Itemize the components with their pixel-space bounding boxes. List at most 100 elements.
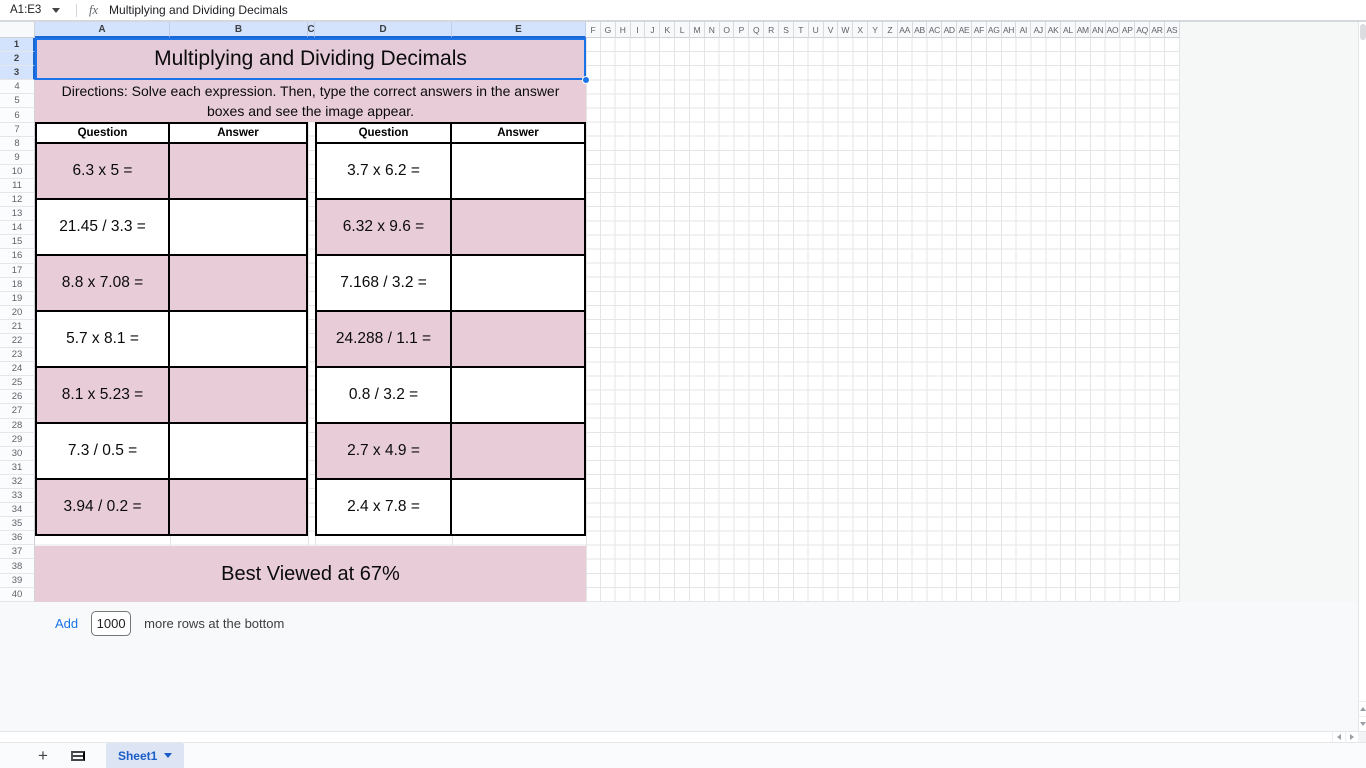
row-header-8[interactable]: 8 [0, 136, 35, 151]
row-header-30[interactable]: 30 [0, 446, 35, 461]
row-header-1[interactable]: 1 [0, 38, 35, 53]
column-header-AJ[interactable]: AJ [1031, 22, 1047, 38]
row-header-11[interactable]: 11 [0, 178, 35, 194]
rows-count-input[interactable] [91, 611, 132, 636]
question-cell[interactable]: 8.8 x 7.08 = [37, 256, 170, 310]
add-rows-button[interactable]: Add [55, 616, 79, 631]
answer-cell[interactable] [170, 256, 306, 310]
column-header-B[interactable]: B [170, 22, 308, 38]
answer-column-header-cell[interactable]: Answer [452, 124, 584, 142]
column-header-AE[interactable]: AE [957, 22, 972, 38]
column-header-E[interactable]: E [452, 22, 586, 38]
add-sheet-button[interactable]: + [38, 746, 48, 765]
row-header-34[interactable]: 34 [0, 503, 35, 518]
row-header-20[interactable]: 20 [0, 305, 35, 320]
column-header-AI[interactable]: AI [1016, 22, 1032, 38]
column-header-P[interactable]: P [734, 22, 750, 38]
question-cell[interactable]: 3.94 / 0.2 = [37, 480, 170, 534]
all-sheets-menu-icon[interactable] [70, 750, 85, 761]
column-header-D[interactable]: D [315, 22, 452, 38]
answer-cell[interactable] [452, 256, 584, 310]
row-header-38[interactable]: 38 [0, 559, 35, 574]
answer-cell[interactable] [452, 480, 584, 534]
answer-cell[interactable] [170, 480, 306, 534]
column-header-H[interactable]: H [615, 22, 631, 38]
column-header-X[interactable]: X [853, 22, 869, 38]
row-header-7[interactable]: 7 [0, 122, 35, 137]
row-header-10[interactable]: 10 [0, 164, 35, 179]
answer-cell[interactable] [452, 312, 584, 366]
answer-cell[interactable] [170, 424, 306, 478]
question-cell[interactable]: 0.8 / 3.2 = [317, 368, 452, 422]
row-header-37[interactable]: 37 [0, 545, 35, 560]
column-header-AB[interactable]: AB [912, 22, 928, 38]
question-cell[interactable]: 6.32 x 9.6 = [317, 200, 452, 254]
question-cell[interactable]: 21.45 / 3.3 = [37, 200, 170, 254]
column-header-Q[interactable]: Q [749, 22, 765, 38]
vertical-scrollbar-thumb[interactable] [1360, 24, 1366, 40]
question-cell[interactable]: 2.7 x 4.9 = [317, 424, 452, 478]
vertical-scrollbar[interactable] [1358, 22, 1366, 731]
row-header-36[interactable]: 36 [0, 531, 35, 546]
column-header-F[interactable]: F [586, 22, 601, 38]
column-header-AO[interactable]: AO [1105, 22, 1121, 38]
answer-cell[interactable] [452, 424, 584, 478]
column-header-K[interactable]: K [660, 22, 676, 38]
row-header-9[interactable]: 9 [0, 150, 35, 165]
scroll-right-button[interactable] [1345, 732, 1358, 742]
row-header-24[interactable]: 24 [0, 362, 35, 377]
column-header-AM[interactable]: AM [1075, 22, 1091, 38]
column-header-AK[interactable]: AK [1046, 22, 1061, 38]
question-cell[interactable]: 2.4 x 7.8 = [317, 480, 452, 534]
column-header-S[interactable]: S [778, 22, 794, 38]
column-header-N[interactable]: N [704, 22, 720, 38]
row-header-3[interactable]: 3 [0, 66, 35, 81]
column-header-T[interactable]: T [793, 22, 809, 38]
question-cell[interactable]: 7.3 / 0.5 = [37, 424, 170, 478]
column-header-V[interactable]: V [823, 22, 839, 38]
column-header-G[interactable]: G [600, 22, 616, 38]
answer-cell[interactable] [170, 312, 306, 366]
row-header-18[interactable]: 18 [0, 277, 35, 292]
column-header-M[interactable]: M [689, 22, 705, 38]
row-header-13[interactable]: 13 [0, 207, 35, 222]
formula-input[interactable]: Multiplying and Dividing Decimals [109, 3, 288, 17]
row-header-39[interactable]: 39 [0, 573, 35, 588]
row-header-4[interactable]: 4 [0, 80, 35, 95]
row-header-12[interactable]: 12 [0, 193, 35, 208]
row-header-15[interactable]: 15 [0, 235, 35, 250]
column-header-AH[interactable]: AH [1001, 22, 1017, 38]
grid-area[interactable]: Multiplying and Dividing Decimals Direct… [35, 38, 1180, 602]
sheet-tab-dropdown-icon[interactable] [164, 753, 173, 758]
scroll-down-button[interactable] [1359, 716, 1366, 731]
worksheet-title-cell[interactable]: Multiplying and Dividing Decimals [35, 38, 586, 80]
row-header-40[interactable]: 40 [0, 587, 35, 602]
column-header-AN[interactable]: AN [1090, 22, 1106, 38]
question-column-header-cell[interactable]: Question [37, 124, 170, 142]
sheet-tab-active[interactable]: Sheet1 [105, 743, 185, 768]
answer-cell[interactable] [170, 144, 306, 198]
column-header-A[interactable]: A [35, 22, 170, 38]
question-cell[interactable]: 5.7 x 8.1 = [37, 312, 170, 366]
column-header-L[interactable]: L [675, 22, 690, 38]
column-header-Y[interactable]: Y [868, 22, 883, 38]
column-header-AG[interactable]: AG [986, 22, 1002, 38]
best-viewed-banner-cell[interactable]: Best Viewed at 67% [35, 546, 586, 602]
row-header-25[interactable]: 25 [0, 376, 35, 391]
answer-cell[interactable] [170, 200, 306, 254]
row-header-16[interactable]: 16 [0, 249, 35, 264]
select-all-corner[interactable] [0, 22, 35, 38]
answer-cell[interactable] [452, 200, 584, 254]
column-header-AR[interactable]: AR [1150, 22, 1165, 38]
directions-cell[interactable]: Directions: Solve each expression. Then,… [35, 80, 586, 122]
row-header-28[interactable]: 28 [0, 418, 35, 433]
row-header-33[interactable]: 33 [0, 489, 35, 504]
name-box[interactable]: A1:E3 [0, 4, 62, 16]
row-header-22[interactable]: 22 [0, 333, 35, 349]
row-header-35[interactable]: 35 [0, 517, 35, 532]
row-header-21[interactable]: 21 [0, 319, 35, 334]
fill-handle[interactable] [582, 76, 590, 84]
column-header-Z[interactable]: Z [882, 22, 898, 38]
column-header-AS[interactable]: AS [1164, 22, 1180, 38]
column-header-AL[interactable]: AL [1061, 22, 1076, 38]
